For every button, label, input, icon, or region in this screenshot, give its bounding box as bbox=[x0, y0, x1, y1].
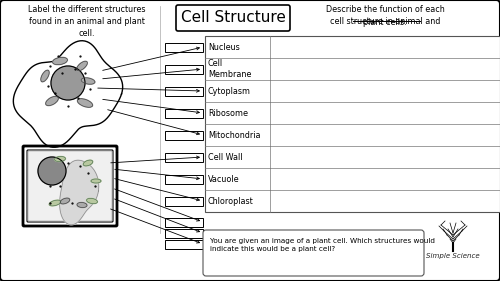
Text: Describe the function of each
cell structure in animal and: Describe the function of each cell struc… bbox=[326, 5, 444, 26]
Ellipse shape bbox=[83, 160, 93, 166]
Ellipse shape bbox=[76, 61, 88, 71]
Ellipse shape bbox=[91, 179, 101, 183]
FancyBboxPatch shape bbox=[23, 146, 117, 226]
Text: Cell Wall: Cell Wall bbox=[208, 153, 242, 162]
Ellipse shape bbox=[78, 99, 92, 107]
Text: Vacuole: Vacuole bbox=[208, 175, 240, 183]
Text: Nucleus: Nucleus bbox=[208, 42, 240, 51]
Ellipse shape bbox=[52, 57, 68, 65]
Bar bbox=[165, 217, 203, 226]
Text: Mitochondria: Mitochondria bbox=[208, 130, 260, 139]
FancyBboxPatch shape bbox=[28, 151, 112, 221]
Circle shape bbox=[38, 157, 66, 185]
Bar bbox=[165, 65, 203, 74]
Ellipse shape bbox=[41, 70, 49, 82]
Text: You are given an image of a plant cell. Which structures would
indicate this wou: You are given an image of a plant cell. … bbox=[210, 238, 435, 253]
Bar bbox=[165, 175, 203, 183]
Circle shape bbox=[51, 66, 85, 100]
Text: Simple Science: Simple Science bbox=[426, 253, 480, 259]
Bar bbox=[165, 130, 203, 139]
Polygon shape bbox=[14, 41, 122, 147]
Bar bbox=[165, 196, 203, 205]
FancyBboxPatch shape bbox=[27, 150, 113, 222]
Bar bbox=[165, 87, 203, 96]
FancyBboxPatch shape bbox=[203, 230, 424, 276]
Bar bbox=[165, 153, 203, 162]
Text: Cell
Membrane: Cell Membrane bbox=[208, 59, 252, 79]
Ellipse shape bbox=[77, 203, 87, 208]
Ellipse shape bbox=[54, 157, 66, 162]
Bar bbox=[165, 239, 203, 248]
Ellipse shape bbox=[81, 78, 95, 84]
Ellipse shape bbox=[46, 96, 59, 106]
Bar bbox=[165, 108, 203, 117]
Bar bbox=[165, 42, 203, 51]
Ellipse shape bbox=[60, 198, 70, 204]
Text: Chloroplast: Chloroplast bbox=[208, 196, 254, 205]
Text: Label the different structures
found in an animal and plant
cell.: Label the different structures found in … bbox=[28, 5, 146, 38]
Text: plant cells.: plant cells. bbox=[363, 18, 407, 27]
Text: Ribosome: Ribosome bbox=[208, 108, 248, 117]
FancyBboxPatch shape bbox=[176, 5, 290, 31]
Polygon shape bbox=[60, 160, 99, 225]
Ellipse shape bbox=[49, 200, 61, 206]
Text: Cell Structure: Cell Structure bbox=[180, 10, 286, 26]
Bar bbox=[205, 36, 500, 212]
Bar bbox=[165, 228, 203, 237]
Text: Cytoplasm: Cytoplasm bbox=[208, 87, 251, 96]
Ellipse shape bbox=[86, 198, 98, 204]
